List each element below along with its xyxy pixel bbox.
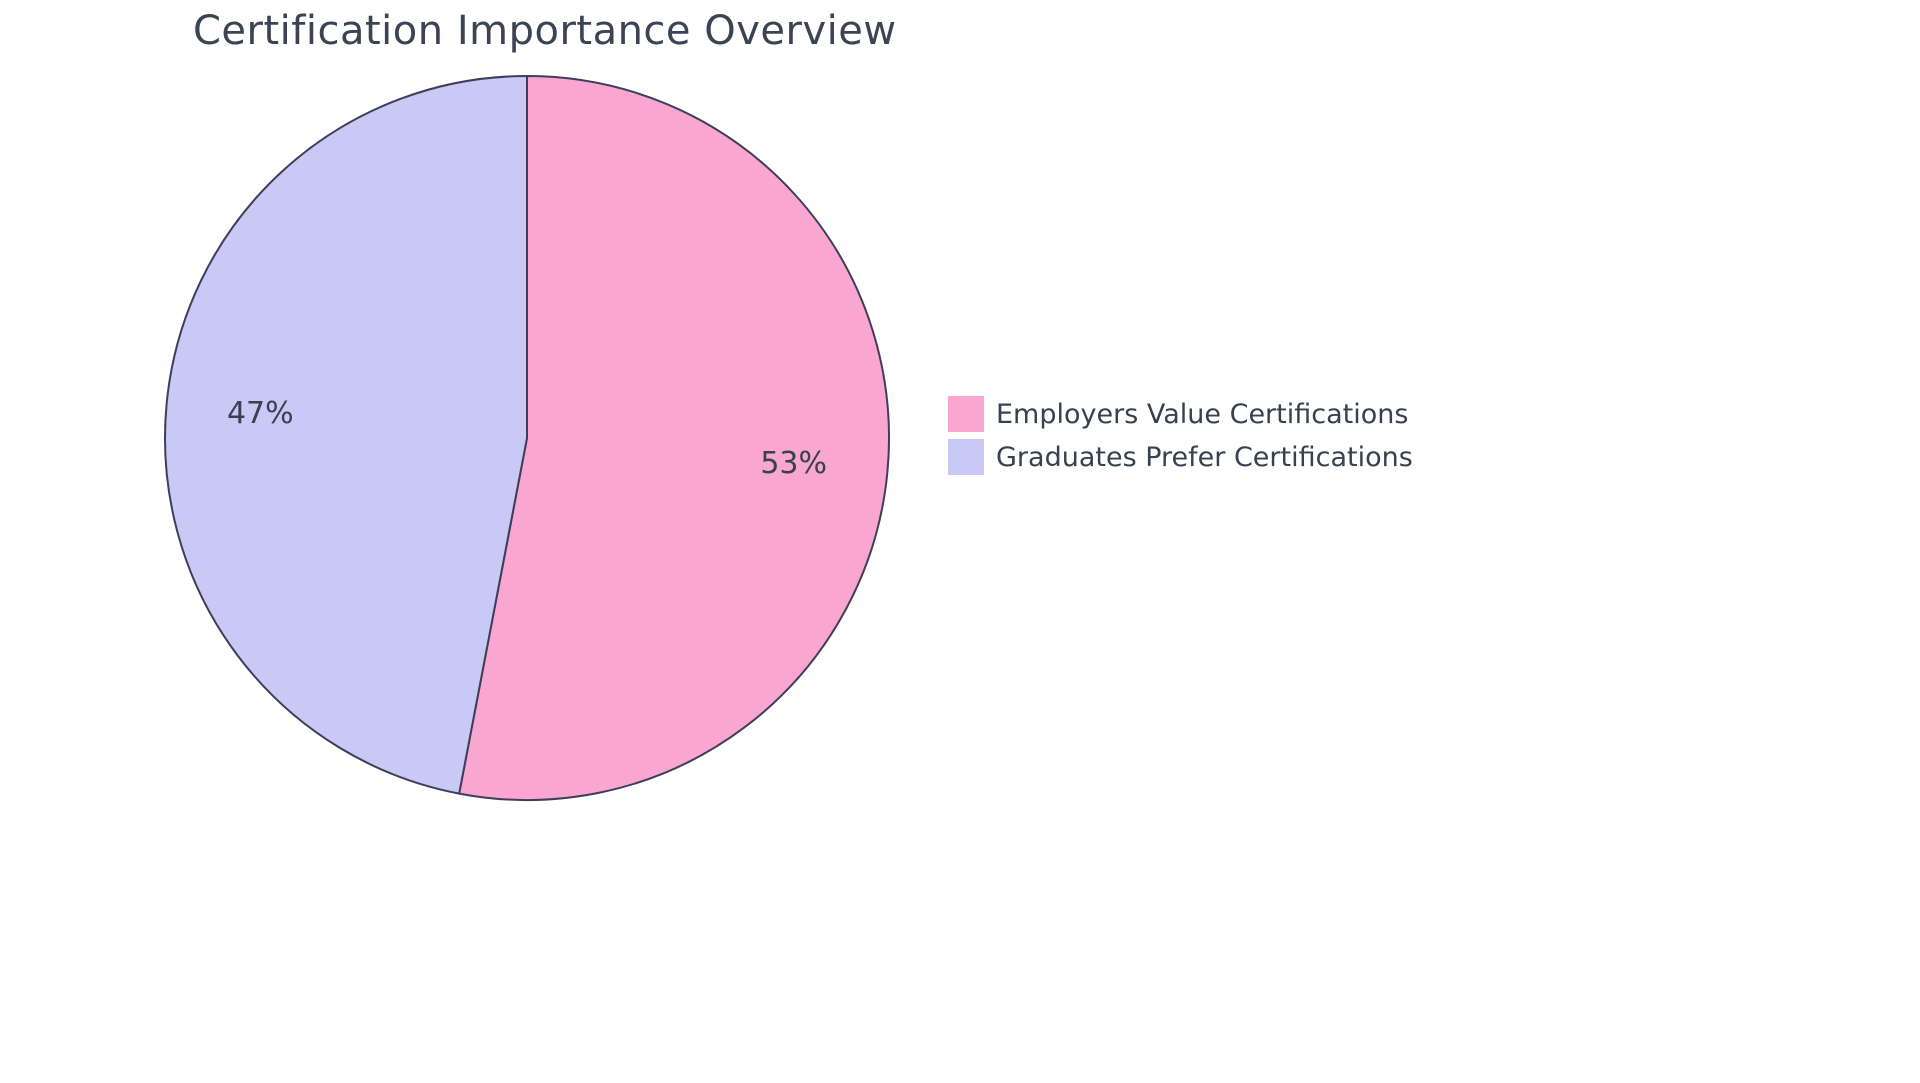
slice-percent-label-0: 53% [760, 446, 827, 481]
pie-slice-1 [164, 75, 528, 795]
pie-slice-0 [458, 75, 890, 801]
legend: Employers Value Certifications Graduates … [948, 396, 1413, 475]
legend-item-0: Employers Value Certifications [948, 396, 1413, 432]
chart-title: Certification Importance Overview [193, 8, 897, 54]
legend-swatch-0 [948, 396, 984, 432]
legend-label-1: Graduates Prefer Certifications [996, 441, 1413, 473]
legend-item-1: Graduates Prefer Certifications [948, 439, 1413, 475]
legend-swatch-1 [948, 439, 984, 475]
legend-label-0: Employers Value Certifications [996, 398, 1409, 430]
slice-percent-label-1: 47% [227, 396, 294, 431]
